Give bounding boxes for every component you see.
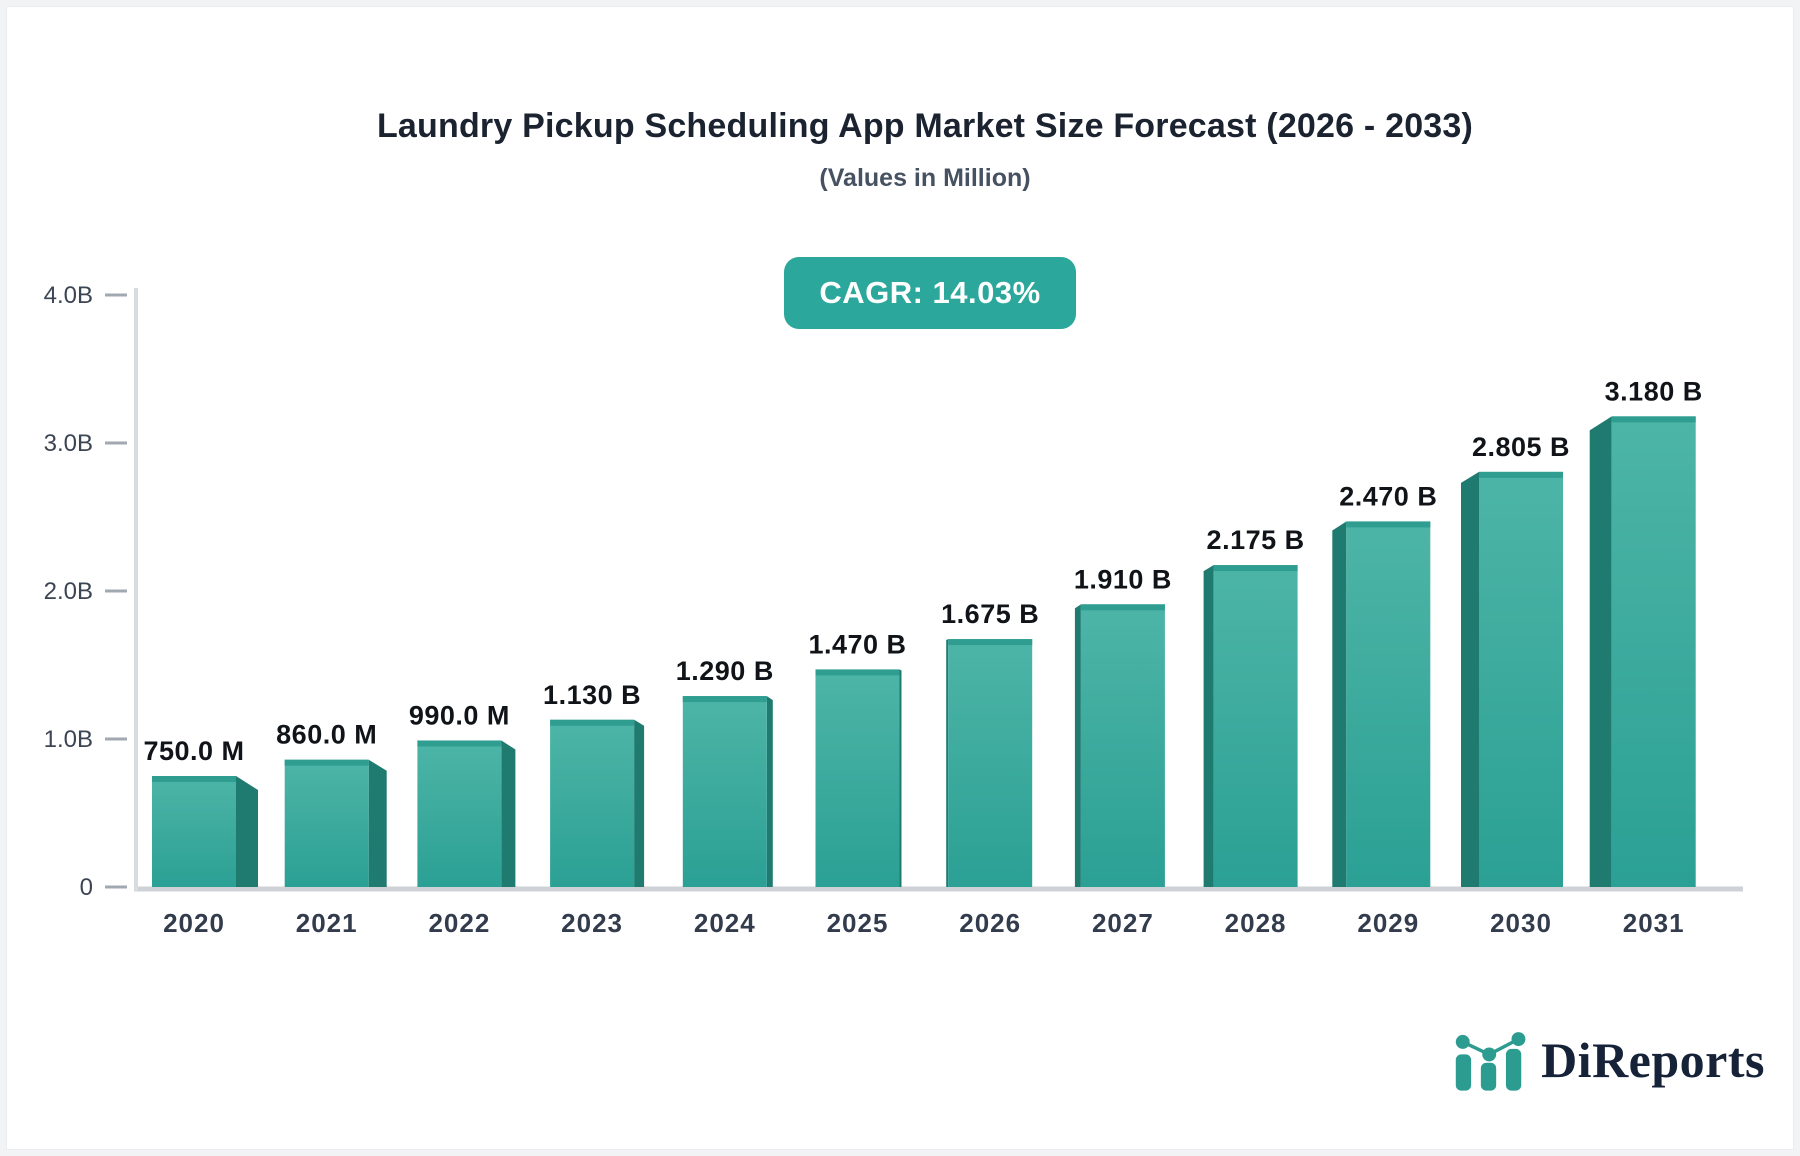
bar-front-face bbox=[1213, 565, 1298, 887]
chart-header: Laundry Pickup Scheduling App Market Siz… bbox=[67, 7, 1783, 193]
bar-value-label: 1.130 B bbox=[543, 680, 641, 710]
bar-top-face bbox=[1479, 471, 1563, 478]
bar-side-face bbox=[1074, 604, 1081, 887]
bar-chart-plot: 4.0B 3.0B 2.0B 1.0B 0 750.0 M 2020 860.0 M 2021 9… bbox=[44, 282, 1743, 938]
direports-logo: DiReports bbox=[1453, 1029, 1765, 1091]
bar-front-face bbox=[1346, 521, 1431, 887]
bar-value-label: 1.675 B bbox=[941, 599, 1039, 629]
bar-side-face bbox=[634, 719, 645, 887]
bar-top-face bbox=[815, 669, 900, 676]
cagr-badge-label: CAGR: 14.03% bbox=[819, 275, 1041, 310]
bar-value-label: 2.805 B bbox=[1472, 432, 1570, 462]
bar-top-face bbox=[152, 776, 236, 782]
bar-value-label: 990.0 M bbox=[409, 700, 510, 730]
cagr-badge: CAGR: 14.03% bbox=[784, 257, 1076, 329]
bar-side-face bbox=[1332, 521, 1347, 887]
y-axis-tick-label: 3.0B bbox=[44, 430, 93, 457]
bar-front-face bbox=[417, 740, 502, 887]
bar-top-face bbox=[948, 639, 1033, 646]
x-axis-label: 2020 bbox=[163, 908, 225, 938]
bar-side-face bbox=[946, 639, 949, 887]
bar-value-label: 750.0 M bbox=[143, 736, 244, 766]
chart-title: Laundry Pickup Scheduling App Market Siz… bbox=[376, 107, 1474, 145]
bar-value-label: 860.0 M bbox=[276, 720, 377, 750]
y-axis-tick-label: 4.0B bbox=[44, 282, 93, 309]
bar-value-label: 1.910 B bbox=[1074, 564, 1172, 594]
x-axis-label: 2024 bbox=[694, 908, 756, 938]
x-axis-label: 2026 bbox=[959, 908, 1021, 938]
chart-card: Laundry Pickup Scheduling App Market Siz… bbox=[6, 6, 1794, 1150]
bar-front-face bbox=[815, 669, 900, 887]
x-axis-label: 2025 bbox=[827, 908, 889, 938]
bar-side-face bbox=[501, 740, 516, 887]
y-axis-tick-label: 0 bbox=[80, 874, 93, 901]
bar-top-face bbox=[550, 719, 635, 726]
x-axis-label: 2028 bbox=[1225, 908, 1287, 938]
bar-front-face bbox=[948, 639, 1033, 887]
x-axis-label: 2029 bbox=[1357, 908, 1419, 938]
bar-front-face bbox=[284, 759, 369, 887]
bar-front-face bbox=[1080, 604, 1165, 887]
bar-front-face bbox=[152, 776, 236, 887]
bar-value-label: 1.470 B bbox=[808, 629, 906, 659]
bar-front-face bbox=[550, 719, 635, 887]
bar-top-face bbox=[1346, 521, 1431, 528]
mini-bar-line-chart-icon bbox=[1455, 1032, 1526, 1091]
bar-value-label: 3.180 B bbox=[1605, 376, 1703, 406]
bar-value-label: 2.175 B bbox=[1207, 525, 1305, 555]
bar-side-face bbox=[766, 696, 773, 887]
bar-top-face bbox=[682, 696, 767, 703]
x-axis-label: 2031 bbox=[1623, 908, 1685, 938]
bar-side-face bbox=[368, 759, 387, 887]
bar-side-face bbox=[899, 669, 902, 887]
bar-front-face bbox=[682, 696, 767, 887]
x-axis-label: 2030 bbox=[1490, 908, 1552, 938]
bar-top-face bbox=[1080, 604, 1165, 611]
chart-subtitle: (Values in Million) bbox=[819, 164, 1031, 192]
bar-front-face bbox=[1611, 416, 1696, 887]
bar-top-face bbox=[417, 740, 502, 747]
bar-top-face bbox=[1213, 565, 1298, 572]
bar-top-face bbox=[284, 759, 369, 766]
logo-text: DiReports bbox=[1541, 1032, 1765, 1088]
y-axis-tick-label: 2.0B bbox=[44, 578, 93, 605]
bar-front-face bbox=[1479, 471, 1563, 887]
bar-side-face bbox=[1461, 471, 1479, 887]
y-axis-tick-label: 1.0B bbox=[44, 726, 93, 753]
bar-side-face bbox=[1589, 416, 1612, 887]
x-axis-label: 2022 bbox=[428, 908, 490, 938]
x-axis-label: 2027 bbox=[1092, 908, 1154, 938]
x-axis-label: 2023 bbox=[561, 908, 623, 938]
bar-side-face bbox=[1203, 565, 1214, 887]
bar-top-face bbox=[1611, 416, 1696, 423]
x-axis-label: 2021 bbox=[296, 908, 358, 938]
bar-side-face bbox=[236, 776, 258, 887]
bar-value-label: 2.470 B bbox=[1339, 481, 1437, 511]
bar-value-label: 1.290 B bbox=[676, 656, 774, 686]
